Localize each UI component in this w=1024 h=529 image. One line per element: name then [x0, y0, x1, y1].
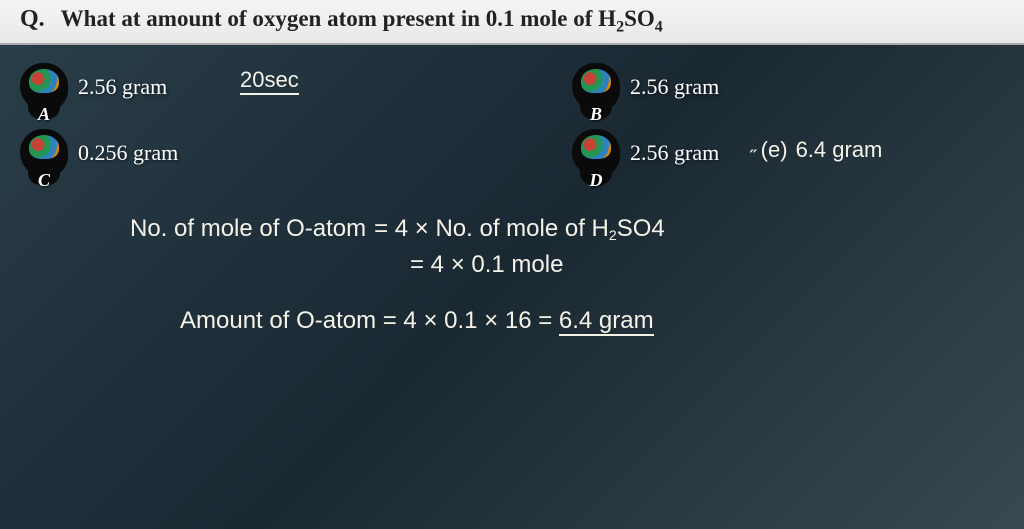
- option-d-text: 2.56 gram: [630, 140, 719, 166]
- option-a-text: 2.56 gram: [78, 74, 167, 100]
- solution-area: No. of mole of O-atom = 4 × No. of mole …: [130, 215, 964, 335]
- option-c-text: 0.256 gram: [78, 140, 178, 166]
- solution-line-3: Amount of O-atom = 4 × 0.1 × 16 = 6.4 gr…: [180, 307, 964, 335]
- head-icon: B: [572, 63, 620, 111]
- question-label: Q.: [20, 6, 45, 33]
- question-text-pre: What at amount of oxygen atom present in…: [61, 6, 616, 31]
- solution-line1-right-post: SO4: [617, 215, 665, 243]
- option-letter-a: A: [38, 104, 50, 125]
- option-b-text: 2.56 gram: [630, 74, 719, 100]
- solution-line3-left: Amount of O-atom = 4 × 0.1 × 16 =: [180, 307, 559, 334]
- chevron-icon: ˶: [750, 138, 753, 161]
- solution-line1-sub: 2: [609, 227, 617, 243]
- option-e-label: (e): [761, 137, 788, 163]
- option-letter-c: C: [38, 170, 50, 191]
- head-icon: D: [572, 129, 620, 177]
- head-icon: A: [20, 63, 68, 111]
- option-letter-d: D: [590, 170, 603, 191]
- question-text: What at amount of oxygen atom present in…: [61, 6, 663, 37]
- head-icon: C: [20, 129, 68, 177]
- option-letter-b: B: [590, 104, 602, 125]
- solution-line1-left: No. of mole of O-atom: [130, 215, 366, 243]
- option-c[interactable]: C 0.256 gram: [20, 129, 512, 177]
- annotation-sosec: 20sec: [240, 67, 299, 95]
- option-row-1: A 2.56 gram B 2.56 gram: [20, 63, 1004, 111]
- question-text-mid: SO: [624, 6, 655, 31]
- option-e: ˶ (e) 6.4 gram: [750, 137, 882, 163]
- solution-line-2: = 4 × 0.1 mole: [410, 251, 964, 279]
- options-area: A 2.56 gram B 2.56 gram C 0.256 gram D 2: [0, 45, 1024, 177]
- question-sub2: 4: [655, 19, 663, 36]
- solution-answer: 6.4 gram: [559, 307, 654, 336]
- solution-line1-right-pre: = 4 × No. of mole of H: [374, 215, 609, 243]
- question-sub1: 2: [616, 19, 624, 36]
- option-b[interactable]: B 2.56 gram: [512, 63, 1004, 111]
- question-bar: Q. What at amount of oxygen atom present…: [0, 0, 1024, 45]
- option-e-text: 6.4 gram: [796, 137, 883, 163]
- solution-line-1: No. of mole of O-atom = 4 × No. of mole …: [130, 215, 964, 243]
